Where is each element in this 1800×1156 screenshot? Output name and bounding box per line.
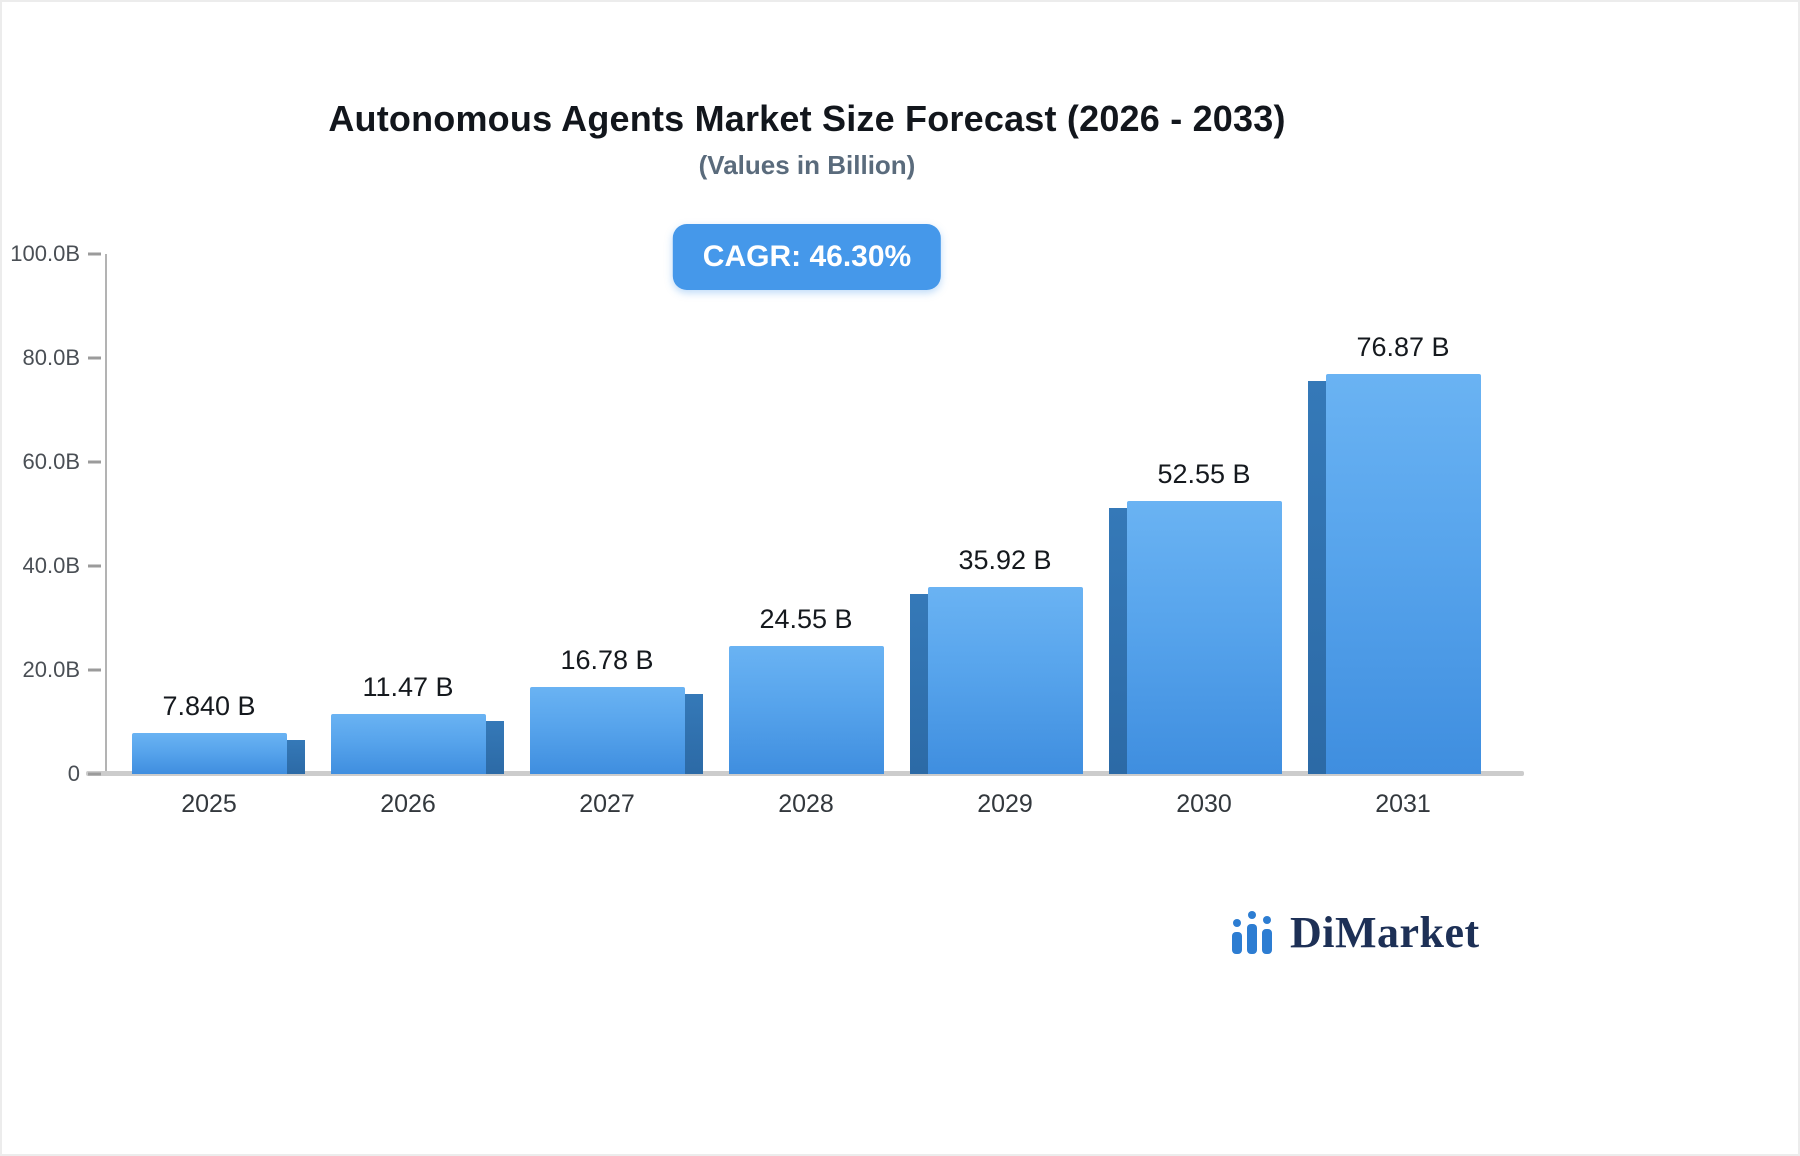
bar-side-face bbox=[485, 721, 504, 774]
x-axis-label-2030: 2030 bbox=[1176, 790, 1232, 818]
x-axis-label-2027: 2027 bbox=[579, 790, 635, 818]
bar-2028 bbox=[728, 646, 884, 774]
bar-side-face bbox=[1108, 507, 1127, 774]
dimarket-logo-text: DiMarket bbox=[1290, 908, 1480, 957]
y-tick-label: 40.0B bbox=[22, 553, 81, 578]
x-axis-label-2025: 2025 bbox=[181, 790, 237, 818]
bar-2031 bbox=[1325, 374, 1481, 774]
bar-value-label: 24.55 B bbox=[759, 604, 853, 635]
x-axis-label-2029: 2029 bbox=[977, 790, 1033, 818]
bar-value-label: 7.840 B bbox=[162, 691, 256, 722]
chart-subtitle: (Values in Billion) bbox=[698, 150, 916, 180]
x-axis-label-2028: 2028 bbox=[778, 790, 834, 818]
x-axis-label-2031: 2031 bbox=[1375, 790, 1431, 818]
dimarket-bars-icon bbox=[1230, 910, 1276, 956]
bar-2027 bbox=[529, 686, 685, 774]
bar-value-label: 52.55 B bbox=[1157, 458, 1251, 489]
bar-2026 bbox=[330, 714, 486, 774]
chart-title: Autonomous Agents Market Size Forecast (… bbox=[328, 98, 1286, 139]
bar-2025 bbox=[131, 733, 287, 774]
y-tick-dash bbox=[88, 564, 101, 568]
cagr-badge: CAGR: 46.30% bbox=[672, 224, 942, 290]
bar-value-label: 76.87 B bbox=[1356, 332, 1450, 363]
y-tick-dash bbox=[88, 772, 101, 776]
y-tick-label: 20.0B bbox=[22, 657, 81, 682]
bar-side-face bbox=[286, 740, 305, 774]
y-tick-dash bbox=[88, 668, 101, 672]
y-tick-label: 60.0B bbox=[22, 449, 81, 474]
y-tick-dash bbox=[88, 252, 101, 256]
y-tick-dash bbox=[88, 460, 101, 464]
bar-side-face bbox=[1307, 381, 1326, 774]
bar-value-label: 11.47 B bbox=[362, 672, 454, 703]
bar-2030 bbox=[1126, 500, 1282, 774]
bar-2029 bbox=[927, 587, 1083, 774]
y-axis-line bbox=[105, 254, 107, 774]
bar-value-label: 16.78 B bbox=[560, 644, 654, 675]
brand-logo: DiMarket bbox=[1230, 907, 1480, 958]
y-tick-label: 80.0B bbox=[22, 345, 81, 370]
bar-value-label: 35.92 B bbox=[958, 545, 1052, 576]
y-tick-dash bbox=[88, 356, 101, 360]
y-tick-label: 100.0B bbox=[10, 241, 80, 266]
bar-side-face bbox=[684, 693, 703, 774]
y-tick-label: 0 bbox=[67, 761, 80, 786]
bar-side-face bbox=[909, 594, 928, 774]
x-axis-label-2026: 2026 bbox=[380, 790, 436, 818]
